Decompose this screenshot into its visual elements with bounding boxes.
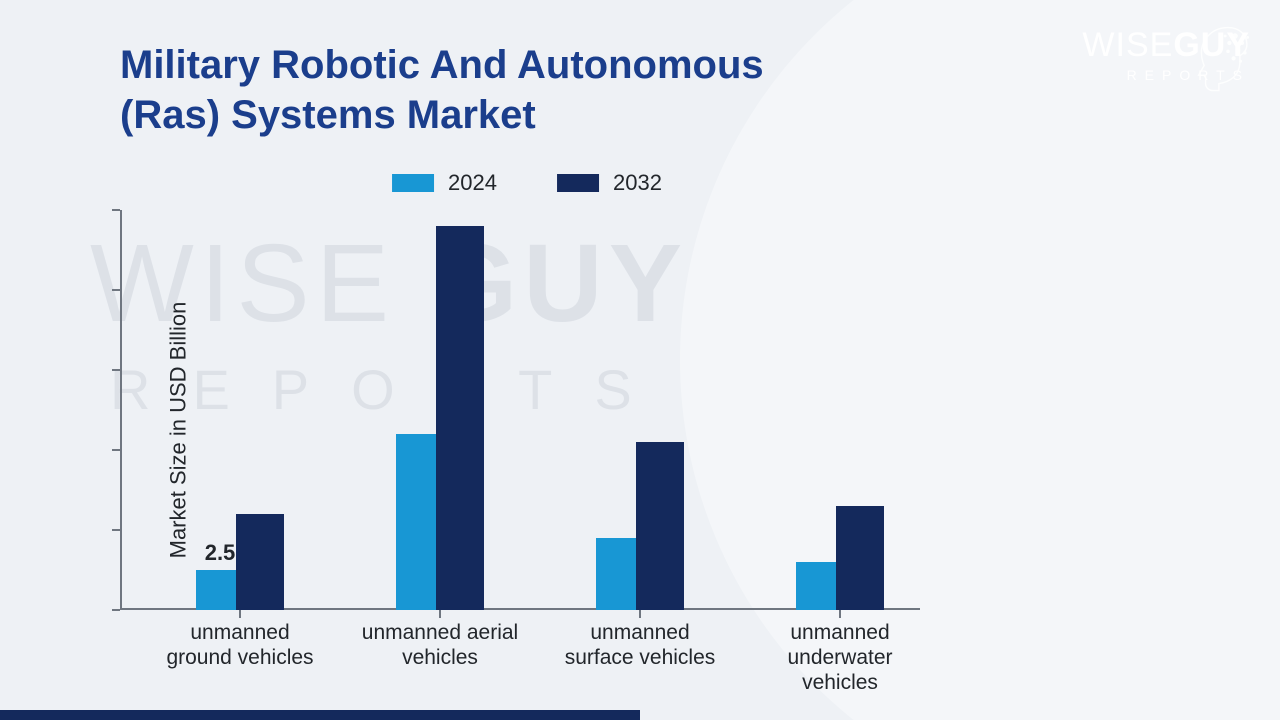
brain-head-icon	[1186, 22, 1256, 92]
bar-2032	[436, 226, 484, 610]
stage: WISEGUY REPORTS Military Robotic And Aut…	[0, 0, 1280, 720]
y-tick	[112, 449, 120, 451]
legend-swatch-2032	[557, 174, 599, 192]
category-label: unmanned ground vehicles	[155, 620, 325, 670]
legend-item-2032: 2032	[557, 170, 662, 196]
x-tick	[839, 610, 841, 618]
category-label: unmanned surface vehicles	[555, 620, 725, 670]
y-tick	[112, 529, 120, 531]
category-label: unmanned aerial vehicles	[355, 620, 525, 670]
legend-swatch-2024	[392, 174, 434, 192]
x-tick	[239, 610, 241, 618]
plot-area: 2.5unmanned ground vehiclesunmanned aeri…	[120, 210, 920, 610]
x-tick	[439, 610, 441, 618]
brand-text-wise: WISE	[1082, 26, 1173, 64]
y-tick	[112, 209, 120, 211]
chart-title: Military Robotic And Autonomous (Ras) Sy…	[120, 40, 840, 140]
bar-2032	[836, 506, 884, 610]
y-axis	[120, 210, 122, 610]
legend-label-2032: 2032	[613, 170, 662, 196]
x-tick	[639, 610, 641, 618]
bar-2032	[636, 442, 684, 610]
chart-area: Market Size in USD Billion 2024 2032 2.5…	[60, 170, 940, 690]
legend-item-2024: 2024	[392, 170, 497, 196]
legend-label-2024: 2024	[448, 170, 497, 196]
bar-2032	[236, 514, 284, 610]
y-tick	[112, 289, 120, 291]
y-tick	[112, 609, 120, 611]
category-label: unmanned underwater vehicles	[755, 620, 925, 696]
brand-logo: WISEGUY REPORTS	[1082, 26, 1250, 83]
bar-value-label: 2.5	[205, 540, 236, 566]
legend: 2024 2032	[392, 170, 662, 196]
bottom-accent-bar	[0, 710, 640, 720]
y-tick	[112, 369, 120, 371]
